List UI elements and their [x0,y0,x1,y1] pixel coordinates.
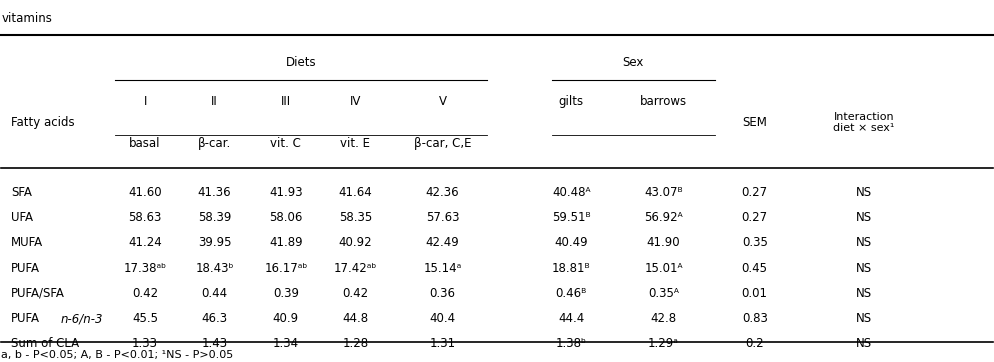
Text: 57.63: 57.63 [425,211,459,224]
Text: 0.36: 0.36 [429,287,455,300]
Text: 40.9: 40.9 [272,312,299,325]
Text: a, b - P<0.05; A, B - P<0.01; ¹NS - P>0.05: a, b - P<0.05; A, B - P<0.01; ¹NS - P>0.… [1,350,234,360]
Text: 40.92: 40.92 [338,236,372,249]
Text: 1.43: 1.43 [202,337,228,350]
Text: 0.44: 0.44 [202,287,228,300]
Text: NS: NS [856,236,872,249]
Text: IV: IV [350,95,361,108]
Text: 1.29ᵃ: 1.29ᵃ [648,337,679,350]
Text: barrows: barrows [640,95,687,108]
Text: SEM: SEM [743,116,767,129]
Text: 58.35: 58.35 [339,211,372,224]
Text: NS: NS [856,262,872,275]
Text: basal: basal [129,137,161,150]
Text: β-car.: β-car. [198,137,232,150]
Text: Fatty acids: Fatty acids [11,116,75,129]
Text: 1.28: 1.28 [342,337,369,350]
Text: 41.36: 41.36 [198,186,232,199]
Text: 59.51ᴮ: 59.51ᴮ [552,211,590,224]
Text: 18.81ᴮ: 18.81ᴮ [552,262,590,275]
Text: NS: NS [856,312,872,325]
Text: 1.38ᵇ: 1.38ᵇ [556,337,586,350]
Text: 18.43ᵇ: 18.43ᵇ [195,262,234,275]
Text: 58.39: 58.39 [198,211,232,224]
Text: 41.24: 41.24 [128,236,162,249]
Text: 42.36: 42.36 [425,186,459,199]
Text: PUFA: PUFA [11,312,41,325]
Text: NS: NS [856,211,872,224]
Text: 58.06: 58.06 [269,211,302,224]
Text: NS: NS [856,287,872,300]
Text: 45.5: 45.5 [132,312,158,325]
Text: PUFA: PUFA [11,262,41,275]
Text: 17.42ᵃᵇ: 17.42ᵃᵇ [334,262,377,275]
Text: 15.14ᵃ: 15.14ᵃ [423,262,461,275]
Text: 1.34: 1.34 [272,337,299,350]
Text: 44.8: 44.8 [342,312,369,325]
Text: 0.39: 0.39 [273,287,299,300]
Text: gilts: gilts [559,95,583,108]
Text: PUFA/SFA: PUFA/SFA [11,287,66,300]
Text: 41.90: 41.90 [647,236,680,249]
Text: vitamins: vitamins [1,12,53,25]
Text: 0.83: 0.83 [742,312,767,325]
Text: 42.8: 42.8 [650,312,677,325]
Text: 39.95: 39.95 [198,236,232,249]
Text: 1.31: 1.31 [429,337,455,350]
Text: 41.60: 41.60 [128,186,162,199]
Text: n-6/n-3: n-6/n-3 [61,312,103,325]
Text: 1.33: 1.33 [132,337,158,350]
Text: Sum of CLA: Sum of CLA [11,337,80,350]
Text: Interaction
diet × sex¹: Interaction diet × sex¹ [833,111,895,133]
Text: 0.35ᴬ: 0.35ᴬ [648,287,679,300]
Text: 41.93: 41.93 [269,186,303,199]
Text: 40.49: 40.49 [555,236,588,249]
Text: UFA: UFA [11,211,34,224]
Text: 0.45: 0.45 [742,262,767,275]
Text: 43.07ᴮ: 43.07ᴮ [644,186,683,199]
Text: β-car, C,E: β-car, C,E [414,137,471,150]
Text: 0.27: 0.27 [742,186,767,199]
Text: 41.64: 41.64 [338,186,372,199]
Text: I: I [143,95,147,108]
Text: 46.3: 46.3 [202,312,228,325]
Text: MUFA: MUFA [11,236,44,249]
Text: 0.2: 0.2 [746,337,764,350]
Text: 41.89: 41.89 [269,236,303,249]
Text: V: V [438,95,446,108]
Text: SFA: SFA [11,186,32,199]
Text: Sex: Sex [622,56,644,69]
Text: 40.48ᴬ: 40.48ᴬ [552,186,590,199]
Text: NS: NS [856,186,872,199]
Text: 15.01ᴬ: 15.01ᴬ [644,262,683,275]
Text: II: II [211,95,218,108]
Text: vit. C: vit. C [270,137,301,150]
Text: 42.49: 42.49 [425,236,459,249]
Text: Diets: Diets [286,56,316,69]
Text: vit. E: vit. E [340,137,370,150]
Text: 0.35: 0.35 [742,236,767,249]
Text: 0.46ᴮ: 0.46ᴮ [556,287,587,300]
Text: NS: NS [856,337,872,350]
Text: 0.01: 0.01 [742,287,767,300]
Text: 0.27: 0.27 [742,211,767,224]
Text: 56.92ᴬ: 56.92ᴬ [644,211,683,224]
Text: 40.4: 40.4 [429,312,455,325]
Text: 0.42: 0.42 [342,287,369,300]
Text: 17.38ᵃᵇ: 17.38ᵃᵇ [123,262,167,275]
Text: 58.63: 58.63 [128,211,162,224]
Text: 44.4: 44.4 [559,312,584,325]
Text: 16.17ᵃᵇ: 16.17ᵃᵇ [264,262,307,275]
Text: 0.42: 0.42 [132,287,158,300]
Text: III: III [281,95,291,108]
